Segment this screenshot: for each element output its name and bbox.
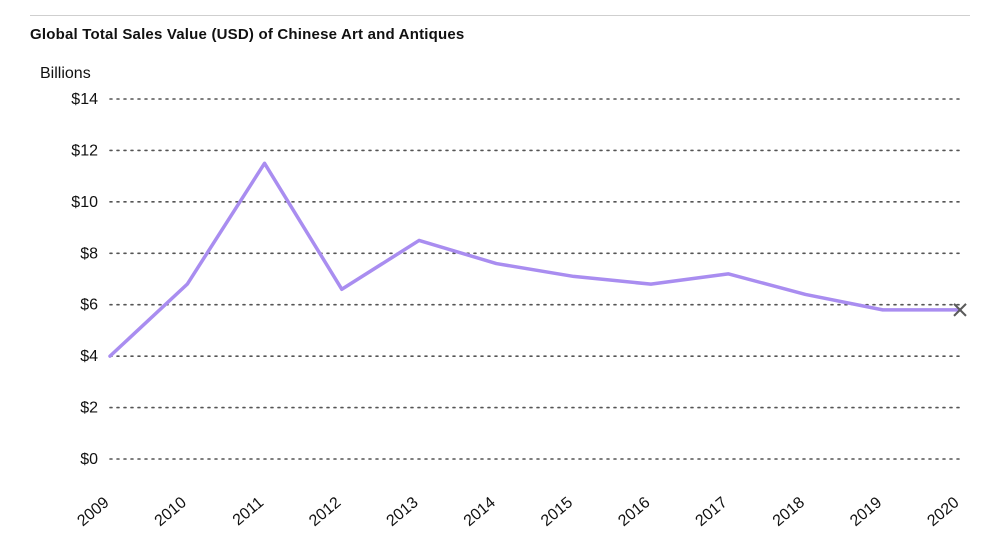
y-tick-label: $4: [80, 348, 98, 365]
x-tick-label: 2018: [770, 494, 808, 529]
x-tick-label: 2012: [306, 494, 344, 529]
y-tick-label: $14: [71, 91, 98, 108]
top-rule: [30, 15, 970, 16]
line-chart-svg: $0 $2 $4 $6 $8 $10 $12 $14 2009 2010 2011 2012 2013 2…: [30, 89, 970, 529]
y-tick-label: $2: [80, 400, 98, 417]
y-tick-label: $8: [80, 245, 98, 262]
series-line: [110, 163, 960, 356]
x-tick-label: 2011: [230, 494, 267, 529]
y-tick-label: $12: [71, 142, 98, 159]
x-tick-label: 2016: [615, 494, 653, 529]
y-tick-label: $6: [80, 297, 98, 314]
y-axis-unit: Billions: [40, 65, 970, 83]
y-tick-label: $0: [80, 451, 98, 468]
x-tick-label: 2010: [152, 494, 190, 529]
x-tick-label: 2020: [924, 494, 962, 529]
y-tick-label: $10: [71, 194, 98, 211]
x-tick-label: 2013: [383, 494, 421, 529]
x-tick-label: 2014: [461, 494, 499, 529]
chart-container: { "chart": { "type": "line", "title": "G…: [0, 0, 1000, 545]
x-tick-label: 2019: [847, 494, 885, 529]
x-tick-label: 2015: [538, 494, 576, 529]
chart-title: Global Total Sales Value (USD) of Chines…: [30, 26, 970, 43]
chart-plot: $0 $2 $4 $6 $8 $10 $12 $14 2009 2010 2011 2012 2013 2…: [30, 89, 970, 529]
x-tick-label: 2009: [74, 494, 112, 529]
x-tick-label: 2017: [693, 494, 731, 529]
